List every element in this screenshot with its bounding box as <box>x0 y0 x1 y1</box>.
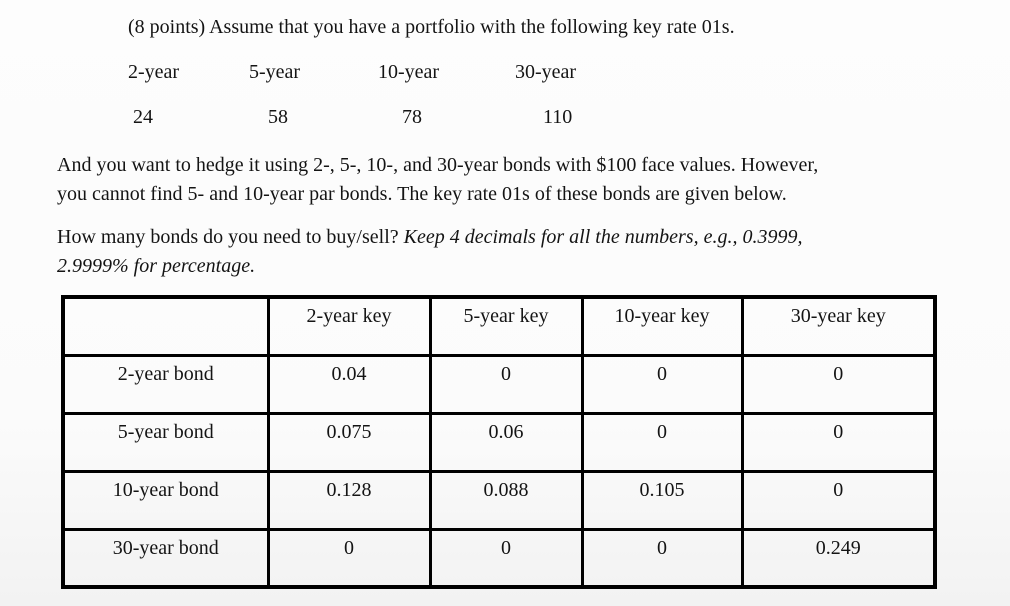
question-line-2: 2.9999% for percentage. <box>57 252 802 281</box>
question-text: How many bonds do you need to buy/sell? <box>57 226 404 248</box>
question-note-italic: Keep 4 decimals for all the numbers, e.g… <box>403 226 803 248</box>
table-cell: 0 <box>740 469 937 531</box>
key-rate-column-label: 30-year <box>515 61 577 83</box>
table-corner-cell <box>61 295 270 357</box>
table-cell: 0.249 <box>740 527 937 589</box>
question-paragraph: How many bonds do you need to buy/sell? … <box>57 223 802 281</box>
key-rate-value: 58 <box>268 106 288 128</box>
table-cell: 0 <box>580 411 744 473</box>
table-row: 30-year bond 0 0 0 0.249 <box>61 527 937 589</box>
table-cell: 0 <box>428 527 584 589</box>
key-rate-column-label: 10-year <box>378 61 440 83</box>
table-cell: 0 <box>740 411 937 473</box>
question-line-1: How many bonds do you need to buy/sell? … <box>57 223 802 252</box>
table-cell: 0 <box>740 353 937 415</box>
table-row: 5-year bond 0.075 0.06 0 0 <box>61 411 937 473</box>
key-rate-value: 78 <box>402 106 422 128</box>
row-label-cell: 5-year bond <box>61 411 270 473</box>
table-cell: 0 <box>580 527 744 589</box>
table-cell: 0 <box>580 353 744 415</box>
key-rate-value: 110 <box>543 106 573 128</box>
key-rate-column-label: 5-year <box>249 61 301 83</box>
table-cell: 0.105 <box>580 469 744 531</box>
problem-intro: (8 points) Assume that you have a portfo… <box>128 16 735 38</box>
hedge-paragraph: And you want to hedge it using 2-, 5-, 1… <box>57 151 818 209</box>
table-cell: 0.088 <box>428 469 584 531</box>
table-header-cell: 5-year key <box>428 295 584 357</box>
row-label-cell: 30-year bond <box>61 527 270 589</box>
table-cell: 0 <box>428 353 584 415</box>
question-note-italic: 2.9999% for percentage. <box>57 255 256 277</box>
row-label-cell: 2-year bond <box>61 353 270 415</box>
table-cell: 0.128 <box>266 469 432 531</box>
table-header-row: 2-year key 5-year key 10-year key 30-yea… <box>61 295 937 357</box>
table-cell: 0.06 <box>428 411 584 473</box>
hedge-paragraph-line-2: you cannot find 5- and 10-year par bonds… <box>57 183 787 205</box>
table-row: 2-year bond 0.04 0 0 0 <box>61 353 937 415</box>
bond-key-rate-table: 2-year key 5-year key 10-year key 30-yea… <box>61 295 937 589</box>
table-cell: 0.04 <box>266 353 432 415</box>
key-rate-value: 24 <box>133 106 153 128</box>
table-header-cell: 2-year key <box>266 295 432 357</box>
table-cell: 0 <box>266 527 432 589</box>
table-cell: 0.075 <box>266 411 432 473</box>
table-row: 10-year bond 0.128 0.088 0.105 0 <box>61 469 937 531</box>
row-label-cell: 10-year bond <box>61 469 270 531</box>
key-rate-column-label: 2-year <box>128 61 180 83</box>
hedge-paragraph-line-1: And you want to hedge it using 2-, 5-, 1… <box>57 154 819 176</box>
table-header-cell: 10-year key <box>580 295 744 357</box>
table-header-cell: 30-year key <box>740 295 937 357</box>
